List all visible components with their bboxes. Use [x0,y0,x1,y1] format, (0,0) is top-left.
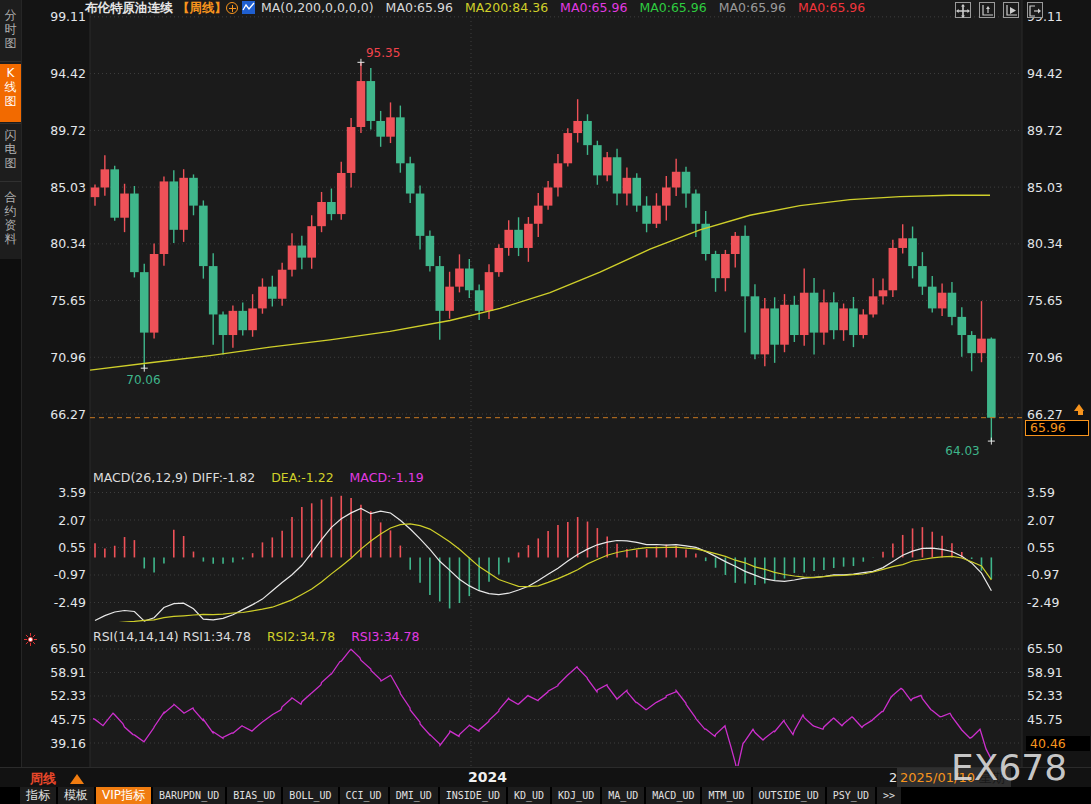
axis-label: 58.91 [1027,665,1089,680]
exit-icon[interactable] [1027,2,1043,18]
period-label[interactable]: 周线 [30,770,56,788]
axis-label: 0.55 [24,540,86,555]
ma-label: MA(0,200,0,0,0,0) [261,0,374,15]
ma-label: MA0:65.96 [719,0,786,15]
ma-label: MA0:65.96 [560,0,627,15]
top-bar: 布伦特原油连续 【周线】 MA(0,200,0,0,0,0)MA0:65.96M… [0,0,1091,17]
sidebar-item[interactable]: 合约资料 [0,188,21,254]
sidebar-item[interactable]: 闪电图 [0,126,21,180]
annotation-high: 95.35 [366,46,400,60]
sidebar-items: 分时图 K线图闪电图合约资料 [0,0,21,259]
sidebar-separator [0,123,21,124]
axis-label: 45.75 [1027,712,1089,727]
x-axis-year-label: 2024 [468,769,507,785]
price-alert-marker-icon[interactable] [1074,404,1086,417]
axis-label: 89.72 [1027,123,1089,138]
tab-psyud[interactable]: PSY_UD [827,787,875,804]
tabbar-spacer [0,787,20,804]
sidebar-separator [0,181,21,182]
move-icon[interactable] [955,2,971,18]
macd-header: MACD(26,12,9) DIFF:-1.82 DEA:-1.22 MACD:… [93,470,436,485]
rsi2-label: RSI2:34.78 [267,629,335,644]
period-up-triangle-icon[interactable] [70,774,84,784]
axis-label: 94.42 [24,66,86,81]
tab-bollud[interactable]: BOLL_UD [283,787,337,804]
sidebar-separator [0,61,21,62]
chart-type-icon[interactable] [242,1,255,18]
axis-label: 94.42 [1027,66,1089,81]
axis-label: 39.16 [24,736,86,751]
axis-label: 80.34 [24,236,86,251]
tab-insideud[interactable]: INSIDE_UD [440,787,506,804]
sidebar-item[interactable]: K线图 [0,64,21,122]
axis-label: 3.59 [1027,485,1089,500]
bottom-status-bar: 周线 2024 2 2025/01/10 星期五 [0,767,1091,787]
ma-label: MA0:65.96 [639,0,706,15]
tab-模板[interactable]: 模板 [58,787,94,804]
tab-[interactable]: >> [877,787,901,804]
tab-macdud[interactable]: MACD_UD [646,787,700,804]
axis-scale-icon[interactable] [979,2,995,18]
left-sidebar: 分时图 K线图闪电图合约资料 [0,0,22,767]
macd-params-label: MACD(26,12,9) DIFF:-1.82 [93,470,255,485]
macd-macd-label: MACD:-1.19 [350,470,424,485]
tab-mtmud[interactable]: MTM_UD [702,787,750,804]
add-indicator-icon[interactable] [226,2,238,14]
axis-label: -0.97 [1027,567,1089,582]
macd-dea-label: DEA:-1.22 [271,470,333,485]
ma-label: MA0:65.96 [798,0,865,15]
rsi3-label: RSI3:34.78 [351,629,419,644]
axis-label: -0.97 [24,567,86,582]
axis-label: 65.50 [24,641,86,656]
tab-biasud[interactable]: BIAS_UD [227,787,281,804]
tab-dmiud[interactable]: DMI_UD [390,787,438,804]
tab-outsideud[interactable]: OUTSIDE_UD [753,787,825,804]
axis-label: 65.50 [1027,641,1089,656]
chart-canvas[interactable] [0,0,1091,804]
tab-kdjud[interactable]: KDJ_UD [552,787,600,804]
axis-label: 80.34 [1027,236,1089,251]
watermark: EX678 [951,747,1067,788]
axis-label: 85.03 [24,180,86,195]
rsi-header: RSI(14,14,14) RSI1:34.78 RSI2:34.78 RSI3… [93,629,431,644]
axis-label: 2.07 [1027,513,1089,528]
axis-label: 45.75 [24,712,86,727]
axis-label: -2.49 [1027,595,1089,610]
axis-label: 89.72 [24,123,86,138]
ma-indicator-labels: MA(0,200,0,0,0,0) MA0:65.96 MA200:84.36 MA0… [261,0,877,16]
instrument-title: 布伦特原油连续 [85,0,173,16]
axis-label: 85.03 [1027,180,1089,195]
annotation-low1: 70.06 [126,373,160,387]
ma-label: MA200:84.36 [465,0,548,15]
tab-barupdnud[interactable]: BARUPDN_UD [153,787,225,804]
tab-指标[interactable]: 指标 [20,787,56,804]
annotation-low2: 64.03 [945,444,979,458]
ma-label: MA0:65.96 [386,0,453,15]
axis-label: 2.07 [24,513,86,528]
axis-label: 66.27 [24,407,86,422]
axis-label: 52.33 [24,688,86,703]
period-tag: 【周线】 [177,0,227,16]
axis-label: 52.33 [1027,688,1089,703]
tab-vip指标[interactable]: VIP指标 [96,787,151,804]
axis-play-icon[interactable] [1003,2,1019,18]
axis-label: 70.96 [24,350,86,365]
axis-label: 75.65 [24,293,86,308]
chart-window: 布伦特原油连续 【周线】 MA(0,200,0,0,0,0)MA0:65.96M… [0,0,1091,804]
sidebar-item[interactable]: 分时图 [0,6,21,60]
tab-kdud[interactable]: KD_UD [508,787,550,804]
tab-maud[interactable]: MA_UD [602,787,644,804]
tab-cciud[interactable]: CCI_UD [340,787,388,804]
bottom-tab-bar: 指标模板VIP指标BARUPDN_UDBIAS_UDBOLL_UDCCI_UDD… [0,787,1091,804]
axis-label: 70.96 [1027,350,1089,365]
axis-label: 75.65 [1027,293,1089,308]
axis-label: 0.55 [1027,540,1089,555]
toolbar-icons [955,2,1046,22]
last-price-box: 65.96 [1025,420,1089,436]
axis-label: -2.49 [24,595,86,610]
axis-label: 3.59 [24,485,86,500]
axis-label: 58.91 [24,665,86,680]
rsi-params-label: RSI(14,14,14) RSI1:34.78 [93,629,251,644]
